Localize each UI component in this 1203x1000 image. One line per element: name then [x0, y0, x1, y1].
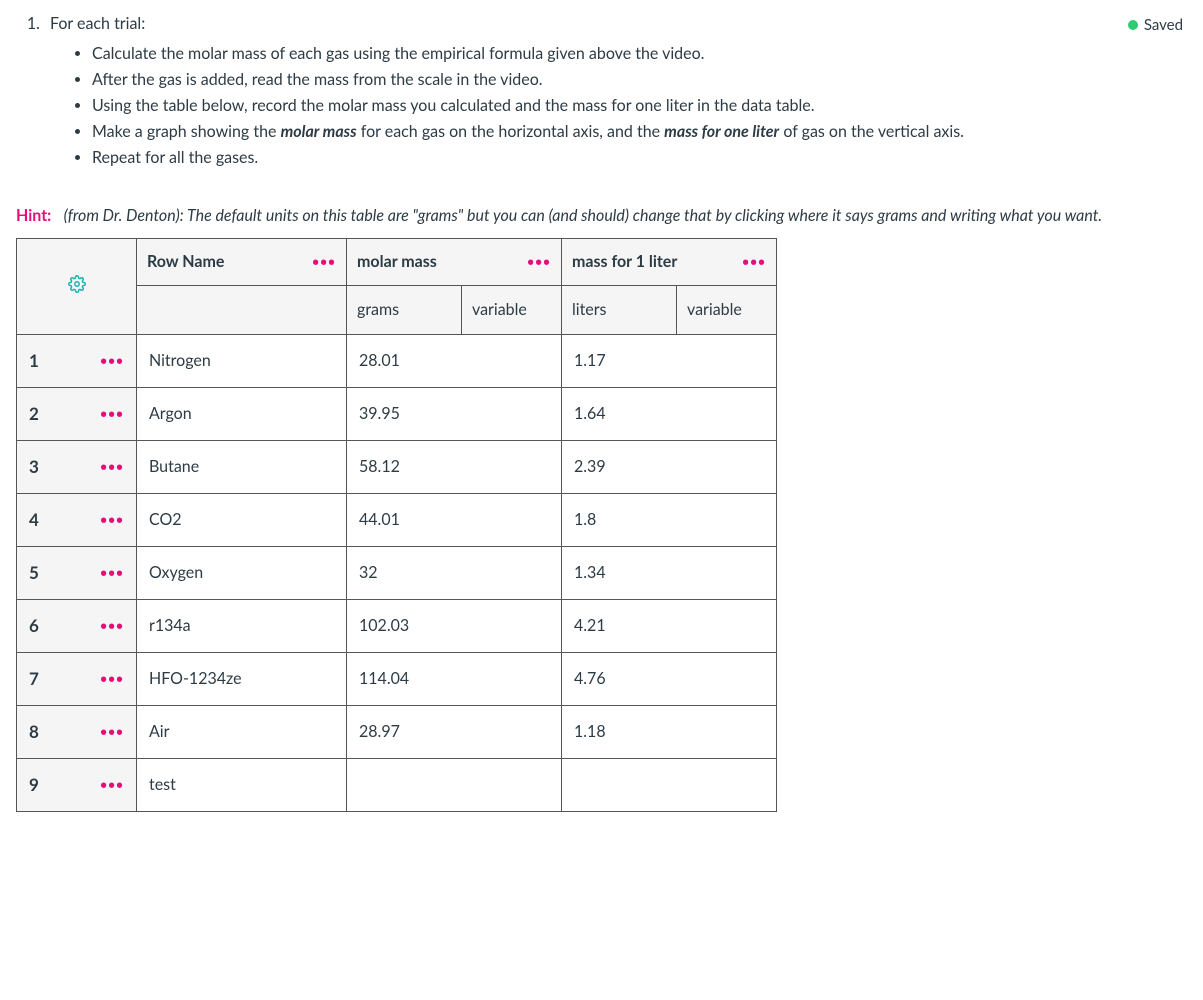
- molar-mass-cell[interactable]: 114.04: [347, 653, 562, 706]
- row-name-cell[interactable]: Argon: [137, 388, 347, 441]
- mass-liter-cell[interactable]: 1.18: [562, 706, 777, 759]
- subheader-grams[interactable]: grams: [347, 286, 462, 335]
- ellipsis-icon[interactable]: •••: [100, 617, 124, 635]
- subheader-variable-1[interactable]: variable: [462, 286, 562, 335]
- row-number: 8: [29, 719, 39, 745]
- row-number-cell[interactable]: 2 •••: [17, 388, 137, 441]
- saved-indicator: Saved: [1128, 12, 1187, 37]
- instruction-bullets: Calculate the molar mass of each gas usi…: [50, 42, 1128, 170]
- row-number-cell[interactable]: 5 •••: [17, 547, 137, 600]
- molar-mass-cell[interactable]: 44.01: [347, 494, 562, 547]
- row-name-cell[interactable]: HFO-1234ze: [137, 653, 347, 706]
- row-number-cell[interactable]: 9 •••: [17, 759, 137, 812]
- ellipsis-icon[interactable]: •••: [312, 253, 336, 271]
- molar-mass-cell[interactable]: [347, 759, 562, 812]
- ellipsis-icon[interactable]: •••: [100, 776, 124, 794]
- subheader-blank: [137, 286, 347, 335]
- ellipsis-icon[interactable]: •••: [100, 564, 124, 582]
- table-row: 2 ••• Argon39.951.64: [17, 388, 777, 441]
- ellipsis-icon[interactable]: •••: [100, 352, 124, 370]
- header-rowname[interactable]: Row Name•••: [137, 239, 347, 286]
- row-number: 1: [29, 348, 39, 374]
- molar-mass-cell[interactable]: 102.03: [347, 600, 562, 653]
- bullet-3: Using the table below, record the molar …: [92, 94, 1128, 118]
- row-number-cell[interactable]: 1 •••: [17, 335, 137, 388]
- mass-liter-cell[interactable]: 4.76: [562, 653, 777, 706]
- mass-liter-cell[interactable]: [562, 759, 777, 812]
- mass-liter-cell[interactable]: 2.39: [562, 441, 777, 494]
- subheader-variable-2[interactable]: variable: [677, 286, 777, 335]
- row-name-cell[interactable]: Nitrogen: [137, 335, 347, 388]
- row-number-cell[interactable]: 6 •••: [17, 600, 137, 653]
- row-name-cell[interactable]: Air: [137, 706, 347, 759]
- molar-mass-cell[interactable]: 28.97: [347, 706, 562, 759]
- hint-text: (from Dr. Denton): The default units on …: [64, 206, 1103, 225]
- row-name-cell[interactable]: Butane: [137, 441, 347, 494]
- question-list: For each trial: Calculate the molar mass…: [16, 12, 1128, 172]
- ellipsis-icon[interactable]: •••: [100, 511, 124, 529]
- table-row: 7 ••• HFO-1234ze114.044.76: [17, 653, 777, 706]
- mass-liter-cell[interactable]: 1.34: [562, 547, 777, 600]
- ellipsis-icon[interactable]: •••: [100, 723, 124, 741]
- header-molar-mass[interactable]: molar mass•••: [347, 239, 562, 286]
- row-number: 7: [29, 666, 39, 692]
- question-item: For each trial: Calculate the molar mass…: [44, 12, 1128, 170]
- question-lead: For each trial:: [50, 14, 145, 33]
- data-table: Row Name••• molar mass••• mass for 1 lit…: [16, 238, 777, 812]
- row-number: 3: [29, 454, 39, 480]
- molar-mass-cell[interactable]: 39.95: [347, 388, 562, 441]
- table-row: 5 ••• Oxygen321.34: [17, 547, 777, 600]
- bullet-2: After the gas is added, read the mass fr…: [92, 68, 1128, 92]
- bullet-1: Calculate the molar mass of each gas usi…: [92, 42, 1128, 66]
- ellipsis-icon[interactable]: •••: [100, 670, 124, 688]
- table-row: 6 ••• r134a102.034.21: [17, 600, 777, 653]
- hint-label: Hint:: [16, 206, 51, 225]
- table-row: 9 ••• test: [17, 759, 777, 812]
- bullet-5: Repeat for all the gases.: [92, 146, 1128, 170]
- row-number-cell[interactable]: 4 •••: [17, 494, 137, 547]
- mass-liter-cell[interactable]: 4.21: [562, 600, 777, 653]
- row-name-cell[interactable]: CO2: [137, 494, 347, 547]
- header-mass-liter[interactable]: mass for 1 liter•••: [562, 239, 777, 286]
- row-name-cell[interactable]: r134a: [137, 600, 347, 653]
- hint-block: Hint: (from Dr. Denton): The default uni…: [16, 204, 1187, 228]
- molar-mass-cell[interactable]: 28.01: [347, 335, 562, 388]
- table-row: 8 ••• Air28.971.18: [17, 706, 777, 759]
- bullet-4: Make a graph showing the molar mass for …: [92, 120, 1128, 144]
- row-number: 6: [29, 613, 39, 639]
- mass-liter-cell[interactable]: 1.64: [562, 388, 777, 441]
- row-number-cell[interactable]: 3 •••: [17, 441, 137, 494]
- table-row: 4 ••• CO244.011.8: [17, 494, 777, 547]
- row-number-cell[interactable]: 8 •••: [17, 706, 137, 759]
- table-row: 1 ••• Nitrogen28.011.17: [17, 335, 777, 388]
- ellipsis-icon[interactable]: •••: [100, 458, 124, 476]
- row-name-cell[interactable]: test: [137, 759, 347, 812]
- ellipsis-icon[interactable]: •••: [100, 405, 124, 423]
- mass-liter-cell[interactable]: 1.17: [562, 335, 777, 388]
- molar-mass-cell[interactable]: 32: [347, 547, 562, 600]
- settings-cell[interactable]: [17, 239, 137, 335]
- gear-icon[interactable]: [68, 275, 86, 297]
- ellipsis-icon[interactable]: •••: [527, 253, 551, 271]
- row-number: 5: [29, 560, 39, 586]
- subheader-liters[interactable]: liters: [562, 286, 677, 335]
- row-name-cell[interactable]: Oxygen: [137, 547, 347, 600]
- row-number-cell[interactable]: 7 •••: [17, 653, 137, 706]
- saved-label: Saved: [1144, 14, 1183, 37]
- table-row: 3 ••• Butane58.122.39: [17, 441, 777, 494]
- row-number: 4: [29, 507, 39, 533]
- molar-mass-cell[interactable]: 58.12: [347, 441, 562, 494]
- saved-dot-icon: [1128, 20, 1138, 30]
- mass-liter-cell[interactable]: 1.8: [562, 494, 777, 547]
- row-number: 2: [29, 401, 39, 427]
- row-number: 9: [29, 772, 39, 798]
- ellipsis-icon[interactable]: •••: [742, 253, 766, 271]
